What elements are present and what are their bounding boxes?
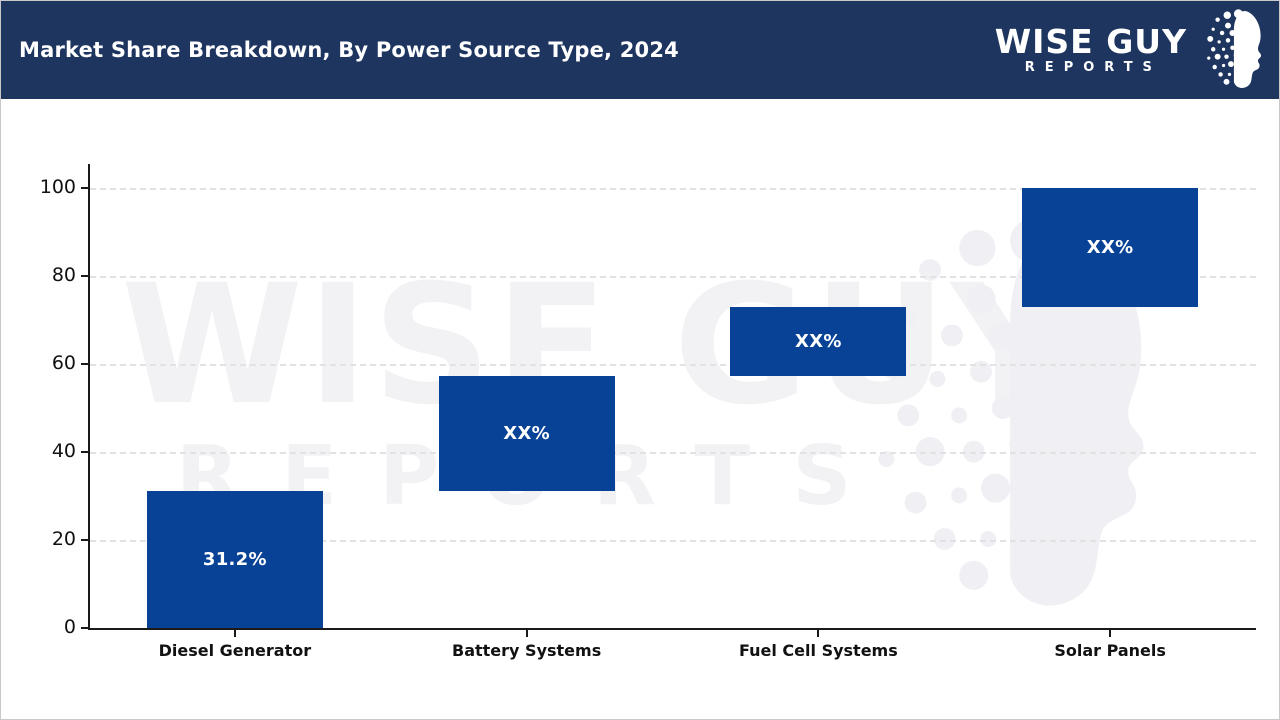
x-tick-mark (817, 630, 820, 637)
y-tick-mark (81, 187, 88, 189)
y-tick-label: 60 (51, 352, 76, 374)
y-tick-mark (81, 451, 88, 453)
brand-subtitle: REPORTS (1024, 59, 1162, 75)
chart-title: Market Share Breakdown, By Power Source … (19, 38, 679, 62)
y-tick-label: 40 (51, 440, 76, 462)
x-tick-label-fuel-cell-systems: Fuel Cell Systems (739, 641, 898, 660)
x-tick-label-diesel-generator: Diesel Generator (158, 641, 312, 660)
x-tick-mark (525, 630, 528, 637)
y-tick-mark (81, 275, 88, 277)
gridline-40 (90, 452, 1256, 454)
gridline-20 (90, 540, 1256, 542)
bar-value-label: XX% (503, 423, 550, 444)
gridline-100 (90, 188, 1256, 190)
header-bar: Market Share Breakdown, By Power Source … (1, 1, 1279, 99)
brand-name: WISE GUY (994, 22, 1187, 62)
gridline-60 (90, 364, 1256, 366)
y-axis-line (88, 164, 90, 630)
x-tick-mark (1109, 630, 1112, 637)
y-tick-mark (81, 539, 88, 541)
y-tick-label: 0 (63, 616, 76, 638)
bar-diesel-generator: 31.2% (146, 490, 323, 628)
x-tick-mark (233, 630, 236, 637)
chart-area: WISE GUY REPORTS 31.2%XX%XX%XX% 02040608… (1, 99, 1279, 719)
brand-logo-text: WISE GUY REPORTS (995, 25, 1187, 75)
bar-value-label: XX% (795, 331, 842, 353)
bar-value-label: 31.2% (202, 548, 267, 570)
y-tick-label: 80 (51, 264, 76, 286)
x-axis-line (88, 628, 1256, 630)
y-tick-mark (81, 627, 88, 629)
y-tick-label: 20 (51, 528, 76, 550)
y-tick-mark (81, 363, 88, 365)
brand-logo: WISE GUY REPORTS (995, 9, 1279, 91)
x-tick-label-solar-panels: Solar Panels (1054, 641, 1166, 660)
y-tick-label: 100 (39, 176, 76, 198)
bar-value-label: XX% (1086, 237, 1134, 259)
x-tick-label-battery-systems: Battery Systems (452, 641, 602, 660)
brand-face-icon (1207, 9, 1262, 88)
gridline-80 (90, 276, 1256, 278)
bar-solar-panels: XX% (1022, 188, 1199, 308)
bar-battery-systems: XX% (438, 376, 615, 491)
bar-fuel-cell-systems: XX% (730, 307, 907, 377)
